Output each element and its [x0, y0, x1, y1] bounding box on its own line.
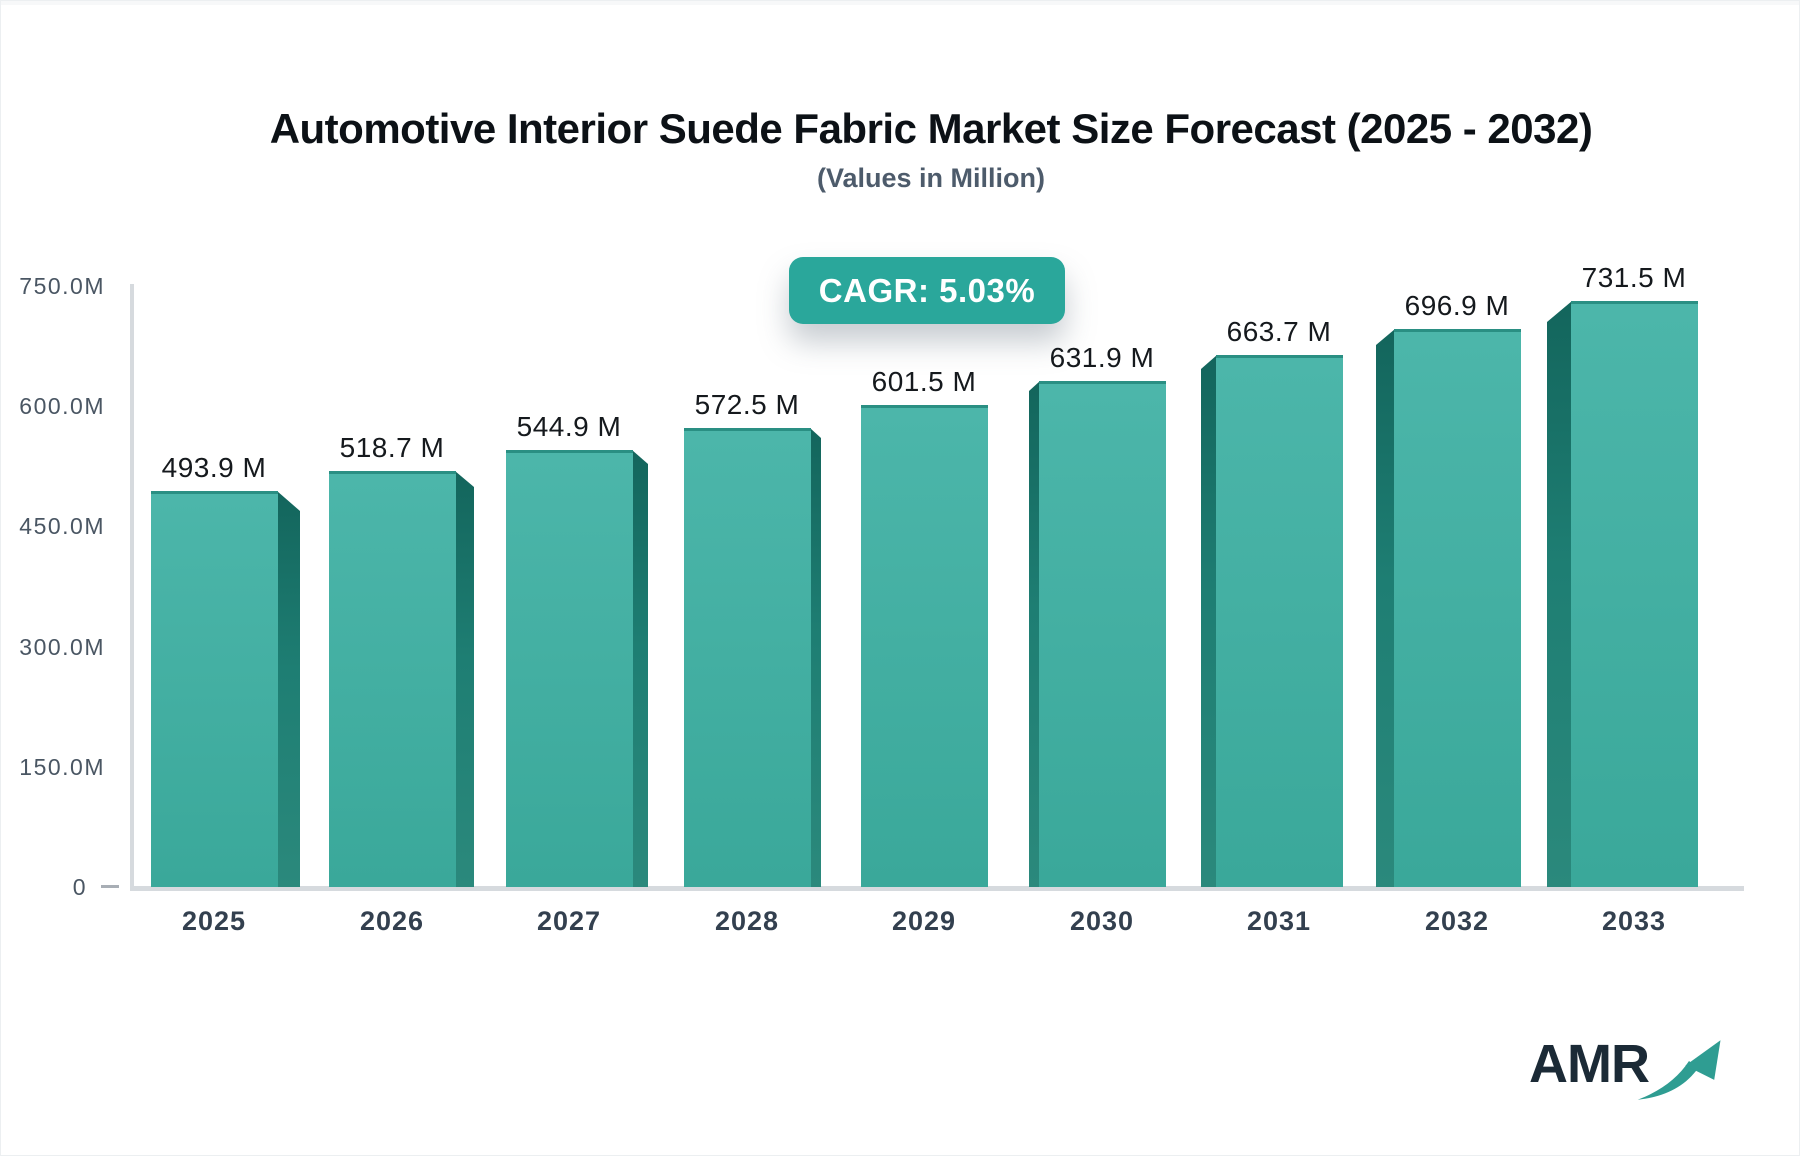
- bar-value-label: 518.7 M: [339, 432, 445, 463]
- x-axis-line: [130, 886, 1744, 891]
- bar-side: [1376, 329, 1395, 887]
- x-tick-label: 2032: [1424, 906, 1490, 936]
- bar-front: [684, 428, 811, 887]
- x-tick-label: 2033: [1601, 906, 1667, 936]
- bar-side: [1201, 355, 1217, 887]
- y-tick-label: 600.0M: [19, 393, 105, 419]
- x-tick-label: 2029: [891, 906, 957, 936]
- y-tick-label: 300.0M: [19, 634, 105, 660]
- bar-front: [1039, 381, 1166, 887]
- bar-value-label: 696.9 M: [1404, 290, 1510, 321]
- bar-value-label: 493.9 M: [161, 452, 267, 483]
- chart-subtitle: (Values in Million): [816, 163, 1046, 193]
- bar-front: [1216, 355, 1343, 887]
- cagr-badge: CAGR: 5.03%: [789, 257, 1065, 324]
- y-tick-label: 750.0M: [19, 273, 105, 299]
- bar-front: [329, 471, 456, 887]
- x-tick-label: 2027: [536, 906, 602, 936]
- bar-value-label: 572.5 M: [694, 389, 800, 420]
- x-tick-label: 2031: [1246, 906, 1312, 936]
- x-tick-label: 2028: [714, 906, 780, 936]
- bar-side: [632, 450, 648, 887]
- y-axis-line: [130, 284, 134, 891]
- bar-front: [861, 405, 988, 887]
- y-tick-label: 150.0M: [19, 754, 105, 780]
- y-tick-label: 0: [72, 874, 87, 900]
- bar-front: [1394, 329, 1521, 887]
- bar-side: [810, 428, 821, 887]
- bar-front: [506, 450, 633, 887]
- bar-value-label: 663.7 M: [1226, 316, 1332, 347]
- bar-value-label: 731.5 M: [1581, 262, 1687, 293]
- bar-value-label: 544.9 M: [516, 411, 622, 442]
- chart-title: Automotive Interior Suede Fabric Market …: [269, 105, 1593, 152]
- zero-tick: [101, 885, 119, 888]
- bar-value-label: 601.5 M: [871, 366, 977, 397]
- y-tick-label: 450.0M: [19, 513, 105, 539]
- bar-side: [277, 491, 300, 887]
- amr-logo: AMR: [1529, 1037, 1725, 1103]
- growth-arrow-icon: [1637, 1040, 1721, 1100]
- x-tick-label: 2030: [1069, 906, 1135, 936]
- bar-side: [1547, 301, 1572, 887]
- bar-value-label: 631.9 M: [1049, 342, 1155, 373]
- x-tick-label: 2026: [359, 906, 425, 936]
- logo-text: AMR: [1529, 1034, 1650, 1094]
- x-tick-label: 2025: [181, 906, 247, 936]
- bar-front: [1571, 301, 1698, 887]
- bar-side: [455, 471, 474, 887]
- bar-side: [1029, 381, 1040, 887]
- bar-front: [151, 491, 278, 887]
